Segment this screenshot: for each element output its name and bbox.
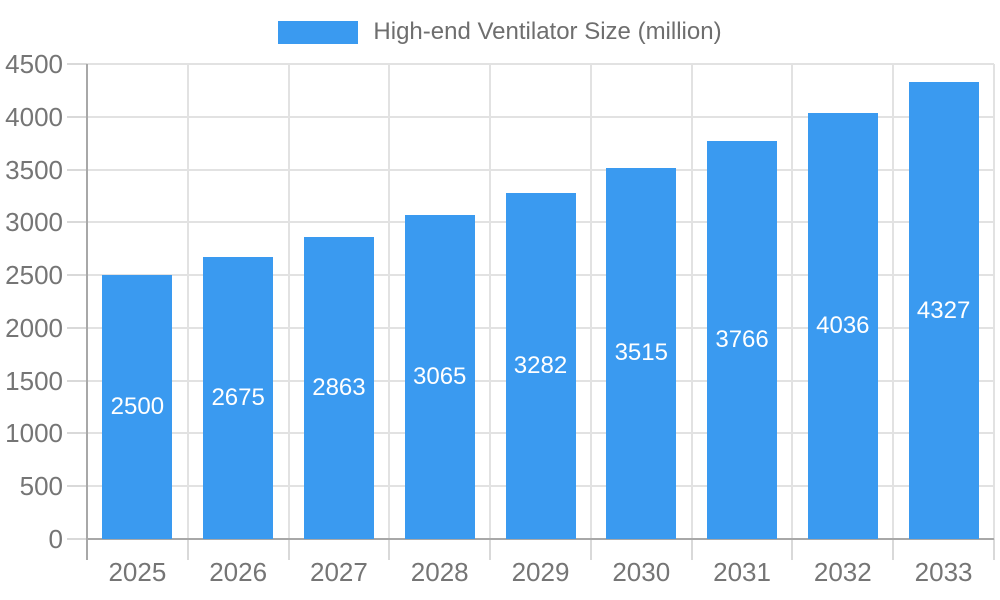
bar-value-label: 3766 (715, 326, 769, 354)
x-tick (892, 539, 895, 560)
x-gridline (489, 64, 492, 539)
bar-value-label: 4327 (916, 296, 971, 324)
x-gridline (186, 64, 189, 539)
x-axis-label: 2029 (511, 557, 570, 587)
bar[interactable]: 4327 (908, 82, 979, 539)
x-gridline (287, 64, 290, 539)
bar-value-label: 2675 (211, 383, 265, 411)
bar[interactable]: 2863 (303, 236, 374, 539)
x-gridline (589, 64, 592, 539)
x-axis-label: 2030 (612, 557, 671, 587)
y-tick (67, 538, 87, 540)
y-tick (67, 221, 87, 224)
y-axis-label: 4000 (5, 101, 63, 132)
y-gridline (87, 115, 994, 118)
y-axis-line (86, 64, 88, 539)
y-gridline (87, 168, 994, 171)
y-tick (67, 63, 87, 65)
x-tick (86, 539, 88, 560)
legend-label: High-end Ventilator Size (million) (373, 18, 722, 45)
y-tick (67, 326, 87, 329)
bar[interactable]: 3282 (505, 192, 576, 539)
x-tick (287, 539, 290, 560)
y-axis-label: 2500 (5, 260, 63, 291)
x-tick (186, 539, 189, 560)
legend-swatch (278, 20, 359, 44)
bar-value-label: 3515 (614, 339, 668, 367)
x-axis-label: 2031 (713, 557, 771, 587)
bar-value-label: 4036 (816, 311, 870, 339)
x-axis-label: 2033 (914, 557, 973, 587)
y-tick (67, 379, 87, 382)
y-axis-label: 4500 (5, 49, 63, 79)
bar[interactable]: 4036 (807, 112, 878, 539)
x-axis-label: 2027 (310, 557, 368, 587)
x-gridline (388, 64, 391, 539)
x-tick (589, 539, 592, 560)
x-tick (388, 539, 391, 560)
bar-value-label: 2500 (110, 393, 165, 421)
x-axis-label: 2028 (410, 557, 469, 587)
bar[interactable]: 3515 (606, 167, 677, 539)
x-axis-label: 2026 (209, 557, 268, 587)
x-axis-line (86, 538, 994, 540)
y-axis-label: 3500 (5, 154, 63, 185)
y-axis-label: 500 (19, 471, 63, 502)
bar-value-label: 2863 (312, 373, 366, 401)
y-axis-label: 1000 (5, 418, 63, 449)
y-tick (67, 115, 87, 118)
bar-value-label: 3065 (413, 363, 467, 391)
y-axis-label: 3000 (5, 207, 63, 238)
legend[interactable]: High-end Ventilator Size (million) (0, 18, 1000, 46)
x-tick (690, 539, 693, 560)
x-gridline (791, 64, 794, 539)
y-tick (67, 168, 87, 171)
x-gridline (892, 64, 895, 539)
bar-value-label: 3282 (513, 351, 568, 379)
y-axis-label: 1500 (5, 365, 63, 396)
y-tick (67, 432, 87, 435)
y-axis-label: 0 (48, 524, 63, 554)
bar[interactable]: 3766 (707, 141, 778, 539)
x-gridline (690, 64, 693, 539)
x-tick (993, 539, 995, 560)
bar[interactable]: 3065 (404, 215, 475, 539)
x-axis-label: 2032 (813, 557, 872, 587)
x-tick (791, 539, 794, 560)
x-axis-label: 2025 (108, 557, 167, 587)
y-gridline (87, 63, 994, 65)
x-gridline (993, 64, 995, 539)
bar[interactable]: 2500 (102, 275, 173, 539)
bar[interactable]: 2675 (203, 256, 274, 539)
y-tick (67, 274, 87, 277)
x-tick (489, 539, 492, 560)
y-tick (67, 485, 87, 488)
y-axis-label: 2000 (5, 312, 63, 343)
